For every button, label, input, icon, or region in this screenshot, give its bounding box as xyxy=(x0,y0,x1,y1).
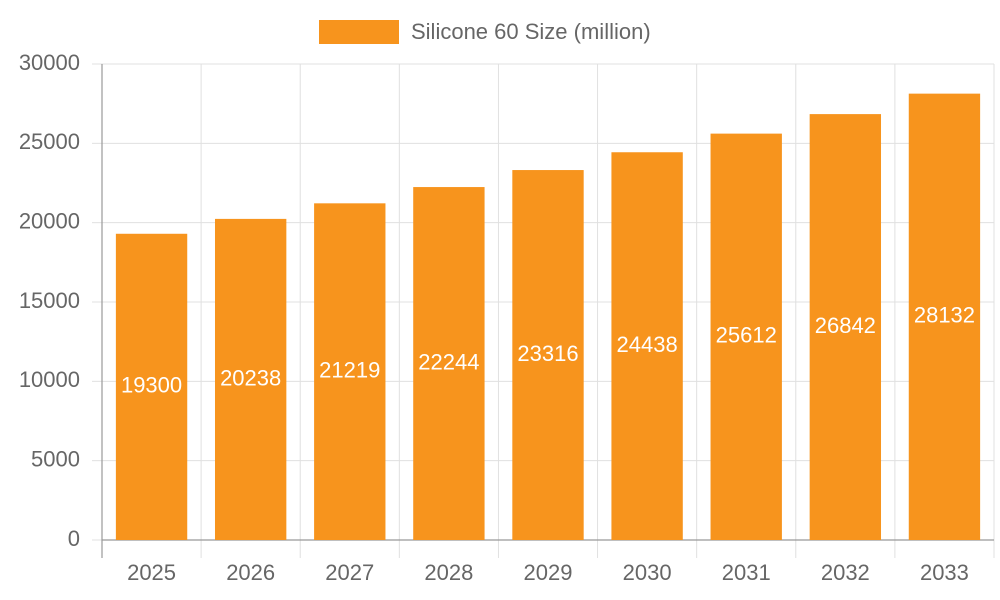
y-tick-label: 0 xyxy=(68,526,80,551)
y-tick-label: 25000 xyxy=(19,129,80,154)
y-tick-label: 15000 xyxy=(19,288,80,313)
value-label: 28132 xyxy=(914,303,975,328)
value-label: 22244 xyxy=(418,349,479,374)
x-tick-label: 2030 xyxy=(623,560,672,585)
value-label: 19300 xyxy=(121,373,182,398)
bar xyxy=(809,114,882,540)
x-tick-label: 2026 xyxy=(226,560,275,585)
value-label: 25612 xyxy=(716,323,777,348)
x-tick-label: 2033 xyxy=(920,560,969,585)
bar xyxy=(413,187,485,540)
x-tick-label: 2031 xyxy=(722,560,771,585)
value-label: 26842 xyxy=(815,313,876,338)
y-tick-label: 30000 xyxy=(19,50,80,75)
y-tick-label: 10000 xyxy=(19,367,80,392)
value-label: 21219 xyxy=(319,357,380,382)
legend-label[interactable]: Silicone 60 Size (million) xyxy=(411,19,651,44)
x-tick-label: 2029 xyxy=(524,560,573,585)
bar xyxy=(314,203,386,540)
x-tick-label: 2027 xyxy=(325,560,374,585)
legend-swatch[interactable] xyxy=(319,20,399,44)
x-tick-label: 2032 xyxy=(821,560,870,585)
bar xyxy=(710,133,782,541)
bar xyxy=(611,152,683,540)
bar xyxy=(115,233,188,541)
x-tick-label: 2028 xyxy=(424,560,473,585)
y-tick-label: 5000 xyxy=(31,446,80,471)
bar xyxy=(214,218,287,541)
value-label: 23316 xyxy=(517,341,578,366)
y-tick-label: 20000 xyxy=(19,208,80,233)
x-tick-label: 2025 xyxy=(127,560,176,585)
bar xyxy=(908,93,981,541)
value-label: 24438 xyxy=(617,332,678,357)
value-label: 20238 xyxy=(220,365,281,390)
bar xyxy=(512,170,584,540)
